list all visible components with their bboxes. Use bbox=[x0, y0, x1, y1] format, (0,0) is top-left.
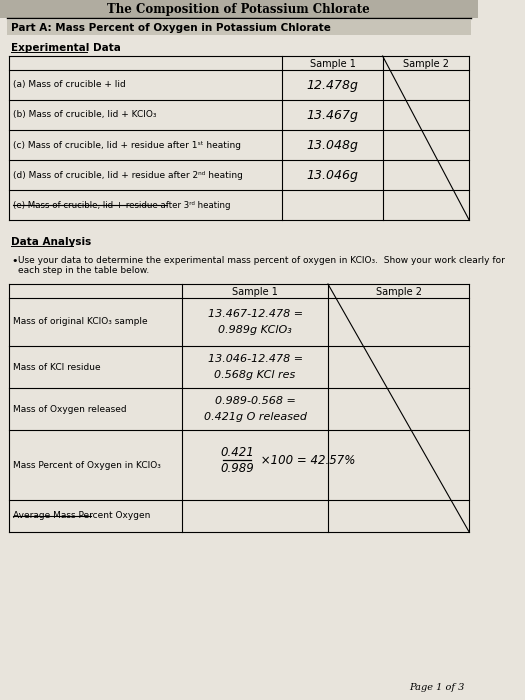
Text: Part A: Mass Percent of Oxygen in Potassium Chlorate: Part A: Mass Percent of Oxygen in Potass… bbox=[11, 23, 331, 33]
Text: 13.046-12.478 =: 13.046-12.478 = bbox=[207, 354, 302, 364]
Text: Page 1 of 3: Page 1 of 3 bbox=[409, 683, 465, 692]
Text: 13.046g: 13.046g bbox=[307, 169, 359, 181]
Text: ×100 = 42.57%: ×100 = 42.57% bbox=[257, 454, 355, 466]
Text: 0.989: 0.989 bbox=[220, 461, 254, 475]
Text: Mass of KCl residue: Mass of KCl residue bbox=[13, 363, 100, 372]
Text: (e) Mass of crucible, lid + residue after 3ʳᵈ heating: (e) Mass of crucible, lid + residue afte… bbox=[13, 200, 230, 209]
Text: (a) Mass of crucible + lid: (a) Mass of crucible + lid bbox=[13, 80, 125, 90]
Text: 0.421: 0.421 bbox=[220, 447, 254, 459]
Text: 12.478g: 12.478g bbox=[307, 78, 359, 92]
Text: 0.989-0.568 =: 0.989-0.568 = bbox=[215, 396, 296, 406]
Text: Average Mass Percent Oxygen: Average Mass Percent Oxygen bbox=[13, 512, 150, 521]
Text: 13.467g: 13.467g bbox=[307, 108, 359, 122]
Text: (b) Mass of crucible, lid + KClO₃: (b) Mass of crucible, lid + KClO₃ bbox=[13, 111, 156, 120]
FancyBboxPatch shape bbox=[7, 20, 471, 35]
Text: Experimental Data: Experimental Data bbox=[11, 43, 121, 53]
Text: The Composition of Potassium Chlorate: The Composition of Potassium Chlorate bbox=[107, 4, 370, 17]
Text: Mass of Oxygen released: Mass of Oxygen released bbox=[13, 405, 127, 414]
Text: Sample 1: Sample 1 bbox=[310, 59, 355, 69]
Text: 0.568g KCl res: 0.568g KCl res bbox=[214, 370, 296, 380]
Text: Data Analysis: Data Analysis bbox=[11, 237, 91, 247]
Text: •: • bbox=[11, 256, 17, 266]
Text: Mass of original KClO₃ sample: Mass of original KClO₃ sample bbox=[13, 318, 148, 326]
Text: (d) Mass of crucible, lid + residue after 2ⁿᵈ heating: (d) Mass of crucible, lid + residue afte… bbox=[13, 171, 243, 179]
FancyBboxPatch shape bbox=[0, 0, 478, 18]
Text: 13.467-12.478 =: 13.467-12.478 = bbox=[207, 309, 302, 319]
Text: Sample 2: Sample 2 bbox=[403, 59, 449, 69]
Text: Use your data to determine the experimental mass percent of oxygen in KClO₃.  Sh: Use your data to determine the experimen… bbox=[18, 256, 505, 275]
Text: Mass Percent of Oxygen in KClO₃: Mass Percent of Oxygen in KClO₃ bbox=[13, 461, 161, 470]
Text: (c) Mass of crucible, lid + residue after 1ˢᵗ heating: (c) Mass of crucible, lid + residue afte… bbox=[13, 141, 241, 150]
Text: 0.421g O released: 0.421g O released bbox=[204, 412, 307, 422]
Text: Sample 1: Sample 1 bbox=[232, 287, 278, 297]
Text: 0.989g KClO₃: 0.989g KClO₃ bbox=[218, 325, 292, 335]
Text: Sample 2: Sample 2 bbox=[375, 287, 422, 297]
Text: 13.048g: 13.048g bbox=[307, 139, 359, 151]
